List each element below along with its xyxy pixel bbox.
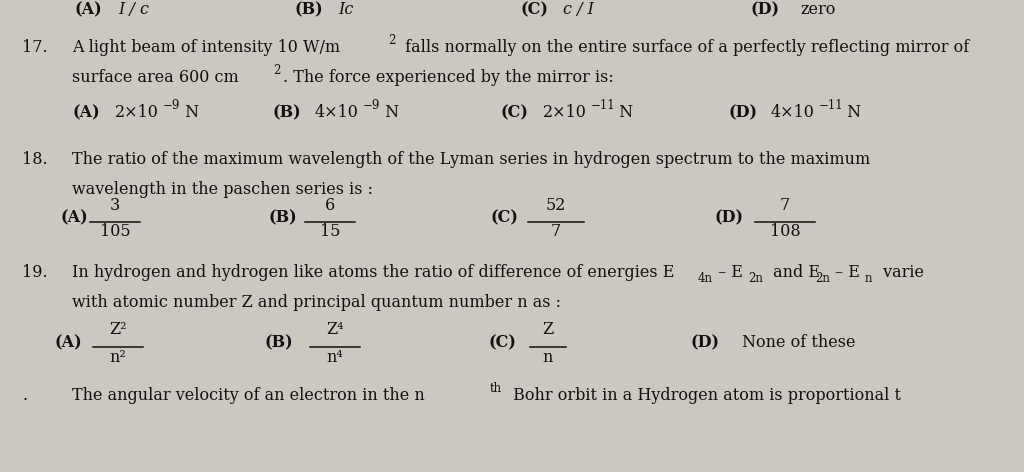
Text: −9: −9 xyxy=(163,99,180,112)
Text: 105: 105 xyxy=(99,223,130,240)
Text: 2n: 2n xyxy=(815,272,829,285)
Text: (C): (C) xyxy=(500,104,528,121)
Text: 18.: 18. xyxy=(22,151,48,168)
Text: The ratio of the maximum wavelength of the Lyman series in hydrogen spectrum to : The ratio of the maximum wavelength of t… xyxy=(72,151,870,168)
Text: −11: −11 xyxy=(819,99,844,112)
Text: −11: −11 xyxy=(591,99,615,112)
Text: (A): (A) xyxy=(72,104,99,121)
Text: Z⁴: Z⁴ xyxy=(327,321,344,338)
Text: 4×10: 4×10 xyxy=(771,104,815,121)
Text: 15: 15 xyxy=(319,223,340,240)
Text: Ic: Ic xyxy=(338,1,353,18)
Text: 2: 2 xyxy=(273,64,281,77)
Text: 4n: 4n xyxy=(698,272,713,285)
Text: 7: 7 xyxy=(780,197,791,214)
Text: −9: −9 xyxy=(362,99,380,112)
Text: (D): (D) xyxy=(728,104,757,121)
Text: In hydrogen and hydrogen like atoms the ratio of difference of energies E: In hydrogen and hydrogen like atoms the … xyxy=(72,264,675,281)
Text: falls normally on the entire surface of a perfectly reflecting mirror of: falls normally on the entire surface of … xyxy=(400,39,970,56)
Text: Bohr orbit in a Hydrogen atom is proportional t: Bohr orbit in a Hydrogen atom is proport… xyxy=(508,387,901,404)
Text: 3: 3 xyxy=(110,197,120,214)
Text: A light beam of intensity 10 W/m: A light beam of intensity 10 W/m xyxy=(72,39,340,56)
Text: (D): (D) xyxy=(750,1,779,18)
Text: – E: – E xyxy=(835,264,860,281)
Text: (B): (B) xyxy=(265,334,294,351)
Text: (A): (A) xyxy=(75,1,102,18)
Text: surface area 600 cm: surface area 600 cm xyxy=(72,69,239,86)
Text: (A): (A) xyxy=(60,209,88,226)
Text: 2×10: 2×10 xyxy=(115,104,159,121)
Text: 6: 6 xyxy=(325,197,335,214)
Text: c / I: c / I xyxy=(563,1,594,18)
Text: N: N xyxy=(614,104,633,121)
Text: n⁴: n⁴ xyxy=(327,349,343,366)
Text: (B): (B) xyxy=(295,1,324,18)
Text: n: n xyxy=(543,349,553,366)
Text: (A): (A) xyxy=(55,334,83,351)
Text: varie: varie xyxy=(878,264,924,281)
Text: N: N xyxy=(380,104,399,121)
Text: n²: n² xyxy=(110,349,126,366)
Text: 52: 52 xyxy=(546,197,566,214)
Text: Z²: Z² xyxy=(110,321,127,338)
Text: 2×10: 2×10 xyxy=(543,104,587,121)
Text: (D): (D) xyxy=(690,334,719,351)
Text: 19.: 19. xyxy=(22,264,48,281)
Text: with atomic number Z and principal quantum number n as :: with atomic number Z and principal quant… xyxy=(72,294,561,311)
Text: wavelength in the paschen series is :: wavelength in the paschen series is : xyxy=(72,181,373,198)
Text: (B): (B) xyxy=(268,209,297,226)
Text: 7: 7 xyxy=(551,223,561,240)
Text: (C): (C) xyxy=(520,1,548,18)
Text: (C): (C) xyxy=(490,209,518,226)
Text: (D): (D) xyxy=(715,209,744,226)
Text: – E: – E xyxy=(718,264,742,281)
Text: N: N xyxy=(180,104,199,121)
Text: N: N xyxy=(842,104,861,121)
Text: None of these: None of these xyxy=(742,334,855,351)
Text: I / c: I / c xyxy=(118,1,150,18)
Text: The angular velocity of an electron in the n: The angular velocity of an electron in t… xyxy=(72,387,425,404)
Text: th: th xyxy=(490,382,502,395)
Text: zero: zero xyxy=(800,1,836,18)
Text: 4×10: 4×10 xyxy=(315,104,358,121)
Text: 2n: 2n xyxy=(748,272,763,285)
Text: (B): (B) xyxy=(272,104,301,121)
Text: n: n xyxy=(865,272,872,285)
Text: Z: Z xyxy=(543,321,554,338)
Text: 2: 2 xyxy=(388,34,395,47)
Text: 17.: 17. xyxy=(22,39,48,56)
Text: . The force experienced by the mirror is:: . The force experienced by the mirror is… xyxy=(283,69,613,86)
Text: and E: and E xyxy=(768,264,820,281)
Text: 108: 108 xyxy=(770,223,801,240)
Text: .: . xyxy=(22,387,27,404)
Text: (C): (C) xyxy=(488,334,516,351)
